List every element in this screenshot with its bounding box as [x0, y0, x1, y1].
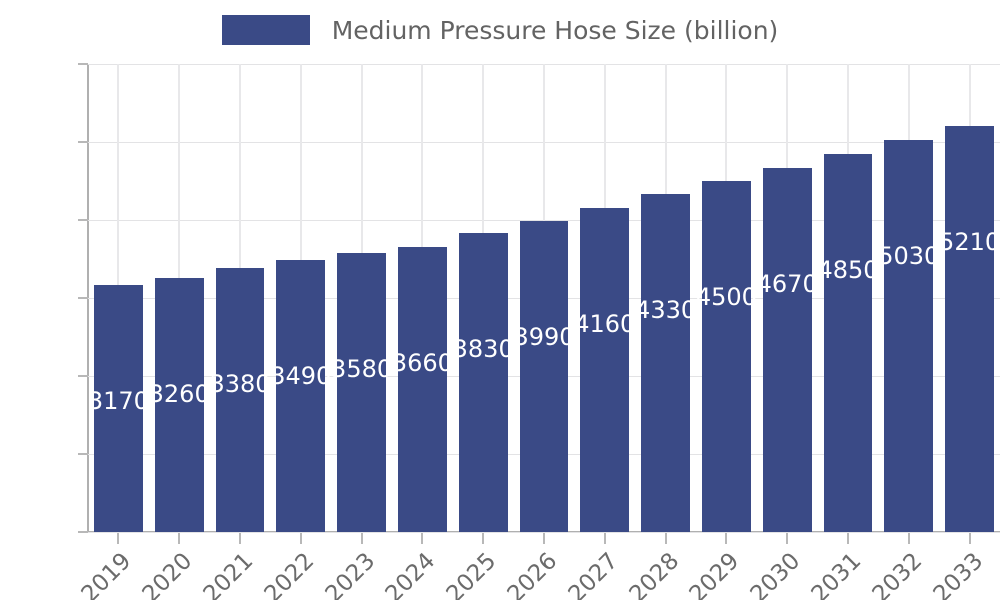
x-axis-tick-label: 2019	[76, 548, 137, 600]
legend-label-medium-pressure-hose-size: Medium Pressure Hose Size (billion)	[331, 15, 779, 45]
x-axis-tick-mark	[786, 533, 789, 544]
x-axis-tick-mark	[664, 533, 667, 544]
x-axis-tick-mark	[603, 533, 606, 544]
y-axis-tick-mark	[78, 531, 88, 533]
legend-swatch-medium-pressure-hose-size	[221, 15, 310, 45]
x-axis-tick-label: 2032	[867, 548, 928, 600]
plot-area: 3170 3260 3380 3490 3580 3660 3830 3990 4160 4330…	[88, 64, 1000, 533]
bar[interactable]	[519, 220, 569, 532]
bar[interactable]	[641, 194, 690, 532]
y-axis-tick-mark	[78, 63, 88, 65]
x-axis-tick-mark	[239, 533, 241, 544]
bar[interactable]	[945, 125, 994, 532]
x-axis-tick-label: 2020	[137, 548, 198, 600]
bar[interactable]	[580, 207, 630, 532]
bar[interactable]	[823, 153, 873, 532]
x-axis-tick-mark	[725, 533, 728, 544]
bar[interactable]	[702, 181, 751, 532]
x-axis-tick-label: 2029	[684, 548, 745, 600]
x-axis-tick-label: 2033	[928, 548, 988, 600]
bar[interactable]	[458, 233, 508, 532]
x-axis-tick-mark	[847, 533, 849, 544]
x-axis-tick-mark	[482, 533, 485, 544]
bar[interactable]	[398, 246, 447, 532]
bar[interactable]	[94, 284, 143, 532]
x-axis-tick-mark	[421, 533, 424, 544]
x-axis-tick-label: 2026	[502, 548, 563, 600]
y-axis-tick-mark	[78, 375, 88, 377]
x-axis-tick-label: 2031	[806, 548, 867, 600]
bar[interactable]	[154, 277, 204, 532]
y-axis-tick-mark	[78, 453, 88, 455]
bar[interactable]	[337, 252, 386, 532]
chart-legend: Medium Pressure Hose Size (billion)	[0, 12, 1000, 48]
x-axis-tick-mark	[178, 533, 181, 544]
x-axis-tick-mark	[299, 533, 302, 544]
x-axis-tick-label: 2025	[441, 548, 502, 600]
x-axis-tick-label: 2027	[563, 548, 624, 600]
y-axis-tick-mark	[78, 297, 88, 299]
bar[interactable]	[884, 139, 934, 532]
y-axis-tick-mark	[78, 219, 88, 221]
x-axis-tick-label: 2030	[745, 548, 806, 600]
bar[interactable]	[762, 167, 812, 532]
x-axis-tick-mark	[543, 533, 545, 544]
bar[interactable]	[215, 268, 265, 532]
x-axis-tick-label: 2023	[320, 548, 380, 600]
x-axis-tick-mark	[907, 533, 910, 544]
x-axis-tick-label: 2022	[259, 548, 320, 600]
bar[interactable]	[276, 259, 326, 532]
x-axis-tick-mark	[968, 533, 971, 544]
x-axis-tick-label: 2028	[624, 548, 684, 600]
y-axis-tick-mark	[78, 141, 88, 143]
x-axis-tick-label: 2024	[380, 548, 441, 600]
x-axis-tick-label: 2021	[198, 548, 259, 600]
gridline-horizontal	[88, 532, 1000, 533]
x-axis-tick-mark	[360, 533, 363, 544]
x-axis-tick-mark	[117, 533, 120, 544]
